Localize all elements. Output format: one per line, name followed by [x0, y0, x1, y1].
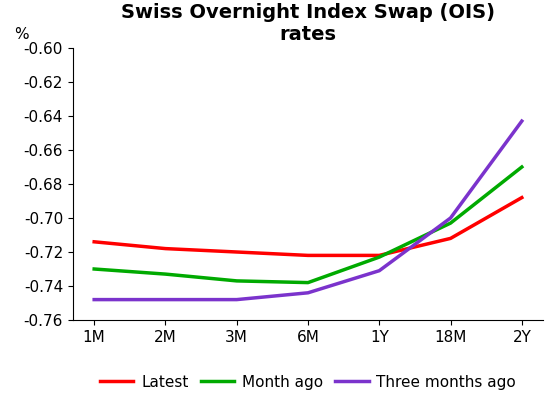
Title: Swiss Overnight Index Swap (OIS)
rates: Swiss Overnight Index Swap (OIS) rates [121, 3, 495, 44]
Three months ago [162, 297, 169, 302]
Latest [91, 239, 97, 244]
Latest [305, 253, 311, 258]
Three months ago [519, 119, 525, 124]
Month ago [162, 272, 169, 276]
Latest [162, 246, 169, 251]
Line: Three months ago: Three months ago [94, 121, 522, 300]
Latest [447, 236, 454, 241]
Line: Month ago: Month ago [94, 167, 522, 283]
Three months ago [376, 268, 382, 273]
Latest [519, 195, 525, 200]
Three months ago [234, 297, 240, 302]
Month ago [91, 266, 97, 271]
Month ago [447, 221, 454, 226]
Latest [234, 250, 240, 254]
Legend: Latest, Month ago, Three months ago: Latest, Month ago, Three months ago [94, 368, 522, 396]
Month ago [519, 165, 525, 170]
Latest [376, 253, 382, 258]
Text: %: % [15, 28, 29, 42]
Three months ago [305, 290, 311, 295]
Month ago [305, 280, 311, 285]
Three months ago [91, 297, 97, 302]
Three months ago [447, 216, 454, 220]
Line: Latest: Latest [94, 198, 522, 256]
Month ago [234, 278, 240, 283]
Month ago [376, 255, 382, 260]
